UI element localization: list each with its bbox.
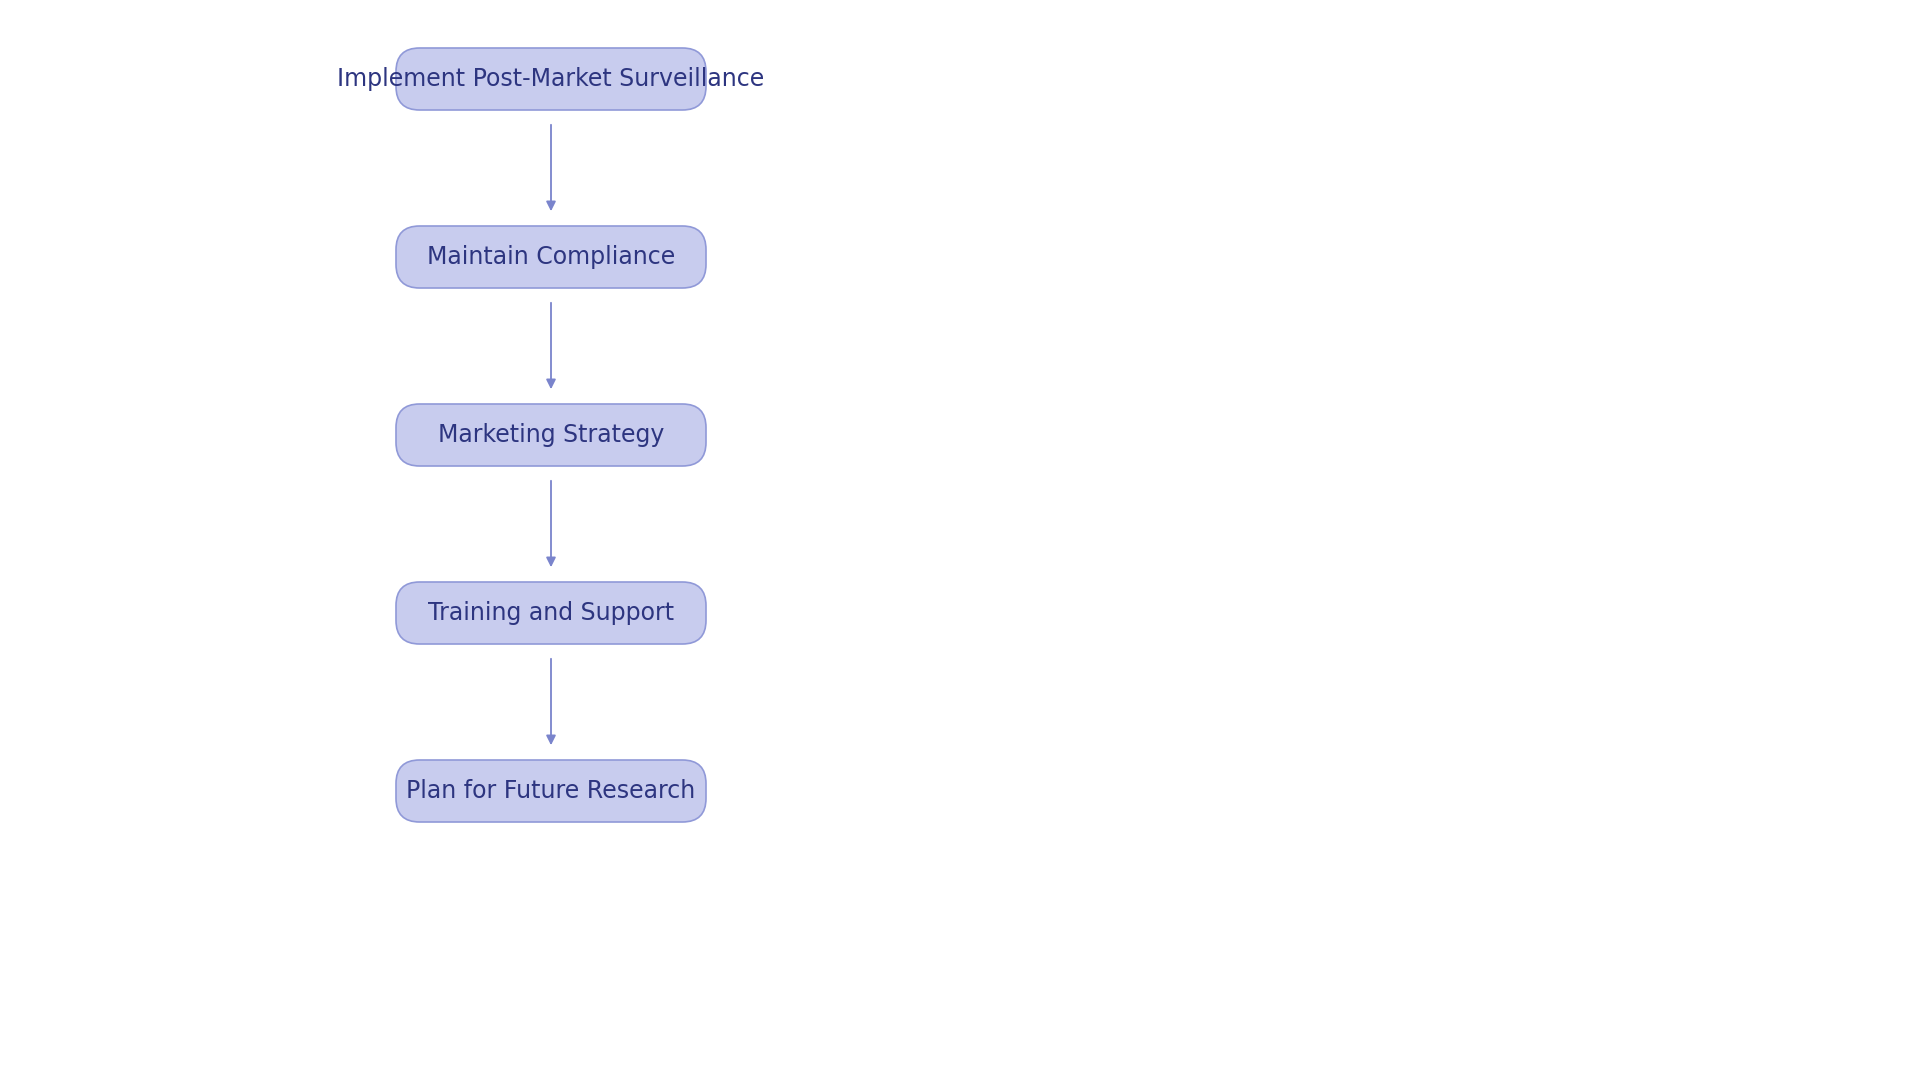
Text: Plan for Future Research: Plan for Future Research: [407, 779, 695, 803]
FancyBboxPatch shape: [396, 48, 707, 110]
FancyBboxPatch shape: [396, 226, 707, 288]
FancyBboxPatch shape: [396, 404, 707, 466]
Text: Maintain Compliance: Maintain Compliance: [426, 245, 676, 269]
Text: Training and Support: Training and Support: [428, 601, 674, 625]
FancyBboxPatch shape: [396, 582, 707, 644]
Text: Marketing Strategy: Marketing Strategy: [438, 423, 664, 447]
Text: Implement Post-Market Surveillance: Implement Post-Market Surveillance: [338, 67, 764, 91]
FancyBboxPatch shape: [396, 760, 707, 822]
